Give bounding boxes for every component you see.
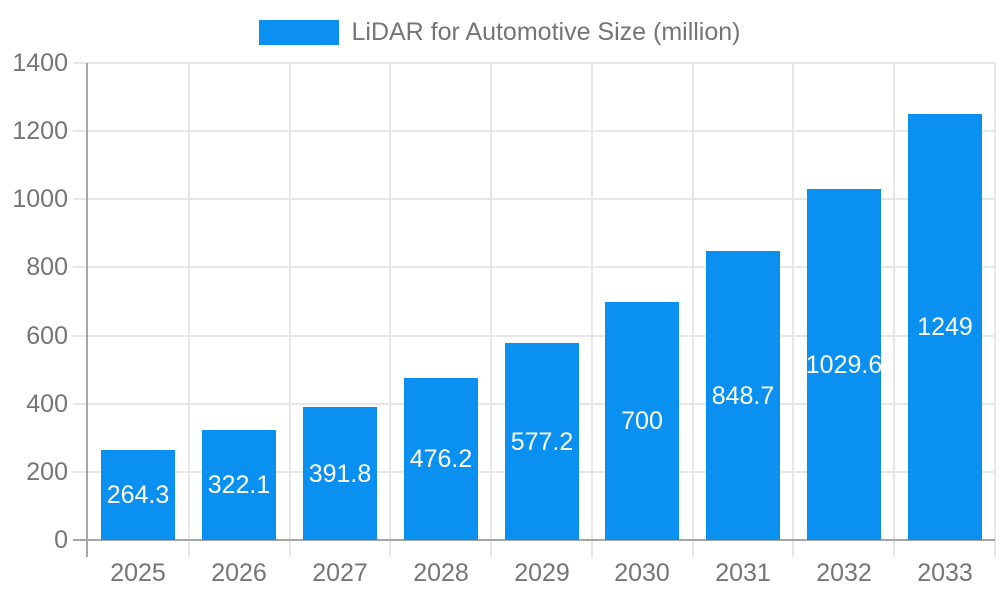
bar	[605, 302, 679, 540]
bar	[807, 189, 881, 540]
x-axis-tick-label: 2033	[917, 559, 973, 587]
x-axis-tick-label: 2031	[715, 559, 771, 587]
x-axis-tick-label: 2032	[816, 559, 872, 587]
bar	[908, 114, 982, 540]
bar	[404, 378, 478, 540]
bar	[505, 343, 579, 540]
y-axis-tick-label: 1200	[12, 117, 68, 145]
y-axis-tick-label: 400	[26, 390, 68, 418]
x-gridline	[188, 63, 190, 540]
y-axis-tick-label: 200	[26, 458, 68, 486]
bar	[303, 407, 377, 540]
x-gridline	[994, 63, 996, 540]
y-axis-tick-label: 1400	[12, 49, 68, 77]
y-gridline	[88, 266, 995, 268]
bar	[202, 430, 276, 540]
x-axis-tick	[490, 540, 492, 557]
y-axis-tick	[73, 471, 88, 473]
x-gridline	[591, 63, 593, 540]
x-gridline	[692, 63, 694, 540]
bar-value-label: 476.2	[409, 445, 473, 473]
bar-value-label: 1249	[917, 313, 973, 341]
y-gridline	[88, 335, 995, 337]
x-axis-tick	[692, 540, 694, 557]
bar-value-label: 391.8	[308, 460, 372, 488]
x-axis-tick-label: 2025	[110, 559, 166, 587]
x-axis-tick	[289, 540, 291, 557]
y-axis-tick	[73, 335, 88, 337]
x-axis-tick-label: 2030	[614, 559, 670, 587]
x-axis-tick	[188, 540, 190, 557]
y-gridline	[88, 198, 995, 200]
x-axis-tick-label: 2029	[514, 559, 570, 587]
y-axis-tick	[73, 403, 88, 405]
y-axis-tick	[73, 130, 88, 132]
bar-value-label: 1029.6	[805, 351, 883, 379]
x-gridline	[893, 63, 895, 540]
y-axis-line	[86, 63, 88, 557]
x-axis-tick-label: 2026	[211, 559, 267, 587]
x-axis-line	[73, 539, 995, 541]
x-axis-tick	[591, 540, 593, 557]
legend: LiDAR for Automotive Size (million)	[0, 17, 1000, 46]
bar-value-label: 700	[621, 407, 663, 435]
y-axis-tick-label: 0	[54, 526, 68, 554]
x-axis-tick	[994, 540, 996, 557]
y-axis-tick-label: 1000	[12, 185, 68, 213]
bar	[101, 450, 175, 540]
legend-swatch	[259, 19, 340, 45]
bar-value-label: 848.7	[711, 382, 775, 410]
x-axis-tick-label: 2027	[312, 559, 368, 587]
x-axis-tick	[389, 540, 391, 557]
y-gridline	[88, 62, 995, 64]
y-axis-tick-label: 800	[26, 253, 68, 281]
x-gridline	[490, 63, 492, 540]
bar	[706, 251, 780, 540]
y-gridline	[88, 130, 995, 132]
x-axis-tick	[792, 540, 794, 557]
y-axis-tick	[73, 62, 88, 64]
x-axis-tick	[893, 540, 895, 557]
y-axis-tick	[73, 266, 88, 268]
y-axis-tick-label: 600	[26, 322, 68, 350]
x-gridline	[389, 63, 391, 540]
x-gridline	[792, 63, 794, 540]
y-axis-tick	[73, 198, 88, 200]
bar-value-label: 577.2	[510, 428, 574, 456]
bar-value-label: 322.1	[207, 471, 271, 499]
x-gridline	[289, 63, 291, 540]
legend-label: LiDAR for Automotive Size (million)	[351, 17, 741, 46]
x-axis-tick-label: 2028	[413, 559, 469, 587]
bar-value-label: 264.3	[106, 481, 170, 509]
